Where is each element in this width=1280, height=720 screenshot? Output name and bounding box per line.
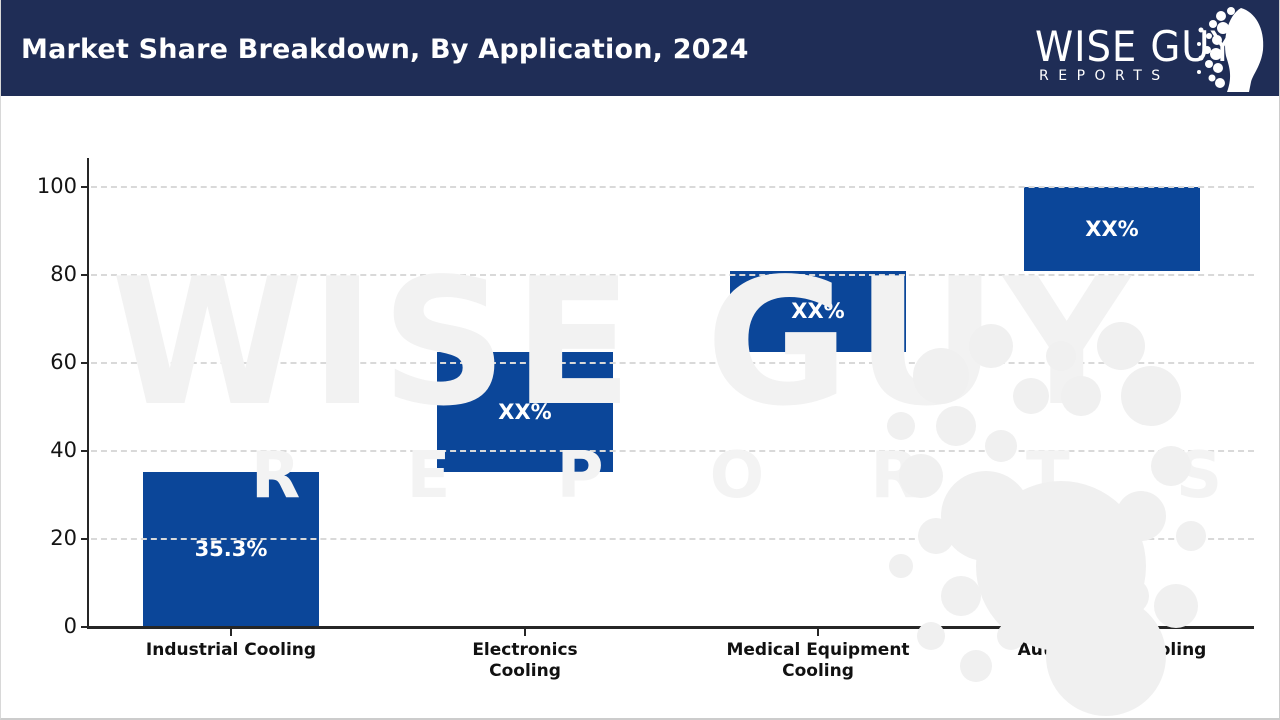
y-axis-spine	[87, 158, 89, 629]
y-tick-100	[81, 186, 89, 188]
gridline-20	[91, 538, 1254, 540]
bar-value-label: XX%	[791, 299, 845, 324]
bar-3: XX%	[730, 270, 906, 352]
page-title: Market Share Breakdown, By Application, …	[21, 34, 749, 65]
y-tick-label-40: 40	[50, 438, 77, 462]
y-tick-60	[81, 362, 89, 364]
bar-value-label: 35.3%	[194, 537, 268, 562]
y-tick-20	[81, 538, 89, 540]
y-tick-label-80: 80	[50, 262, 77, 286]
x-tick-2	[524, 629, 526, 636]
gridline-40	[91, 450, 1254, 452]
y-tick-label-20: 20	[50, 526, 77, 550]
x-category-label-1: Industrial Cooling	[145, 640, 317, 660]
y-tick-0	[81, 626, 89, 628]
x-axis-spine	[87, 626, 1254, 629]
x-category-label-2: Electronics Cooling	[472, 640, 578, 682]
x-category-label-3: Medical Equipment Cooling	[726, 640, 910, 682]
y-tick-80	[81, 274, 89, 276]
y-tick-40	[81, 450, 89, 452]
gridline-80	[91, 274, 1254, 276]
y-tick-label-60: 60	[50, 350, 77, 374]
y-tick-label-0: 0	[63, 614, 77, 638]
bar-4: XX%	[1024, 187, 1200, 271]
bar-value-label: XX%	[498, 399, 552, 424]
gridline-100	[91, 186, 1254, 188]
wiseguy-face-icon	[1197, 7, 1264, 92]
logo-reports-text: REPORTS	[1039, 68, 1170, 84]
x-tick-1	[230, 629, 232, 636]
gridline-60	[91, 362, 1254, 364]
x-tick-3	[817, 629, 819, 636]
bar-value-label: XX%	[1085, 216, 1139, 241]
bar-1: 35.3%	[143, 471, 319, 627]
y-tick-label-100: 100	[36, 174, 77, 198]
header: Market Share Breakdown, By Application, …	[1, 0, 1279, 96]
watermark-face-dots-icon	[887, 322, 1206, 716]
watermark-wiseguy-text: WISE GUY	[111, 242, 1137, 445]
background-watermark: WISE GUY R E P O R T S	[1, 96, 1279, 718]
wiseguy-logo: WISE GUY REPORTS	[1017, 4, 1267, 92]
